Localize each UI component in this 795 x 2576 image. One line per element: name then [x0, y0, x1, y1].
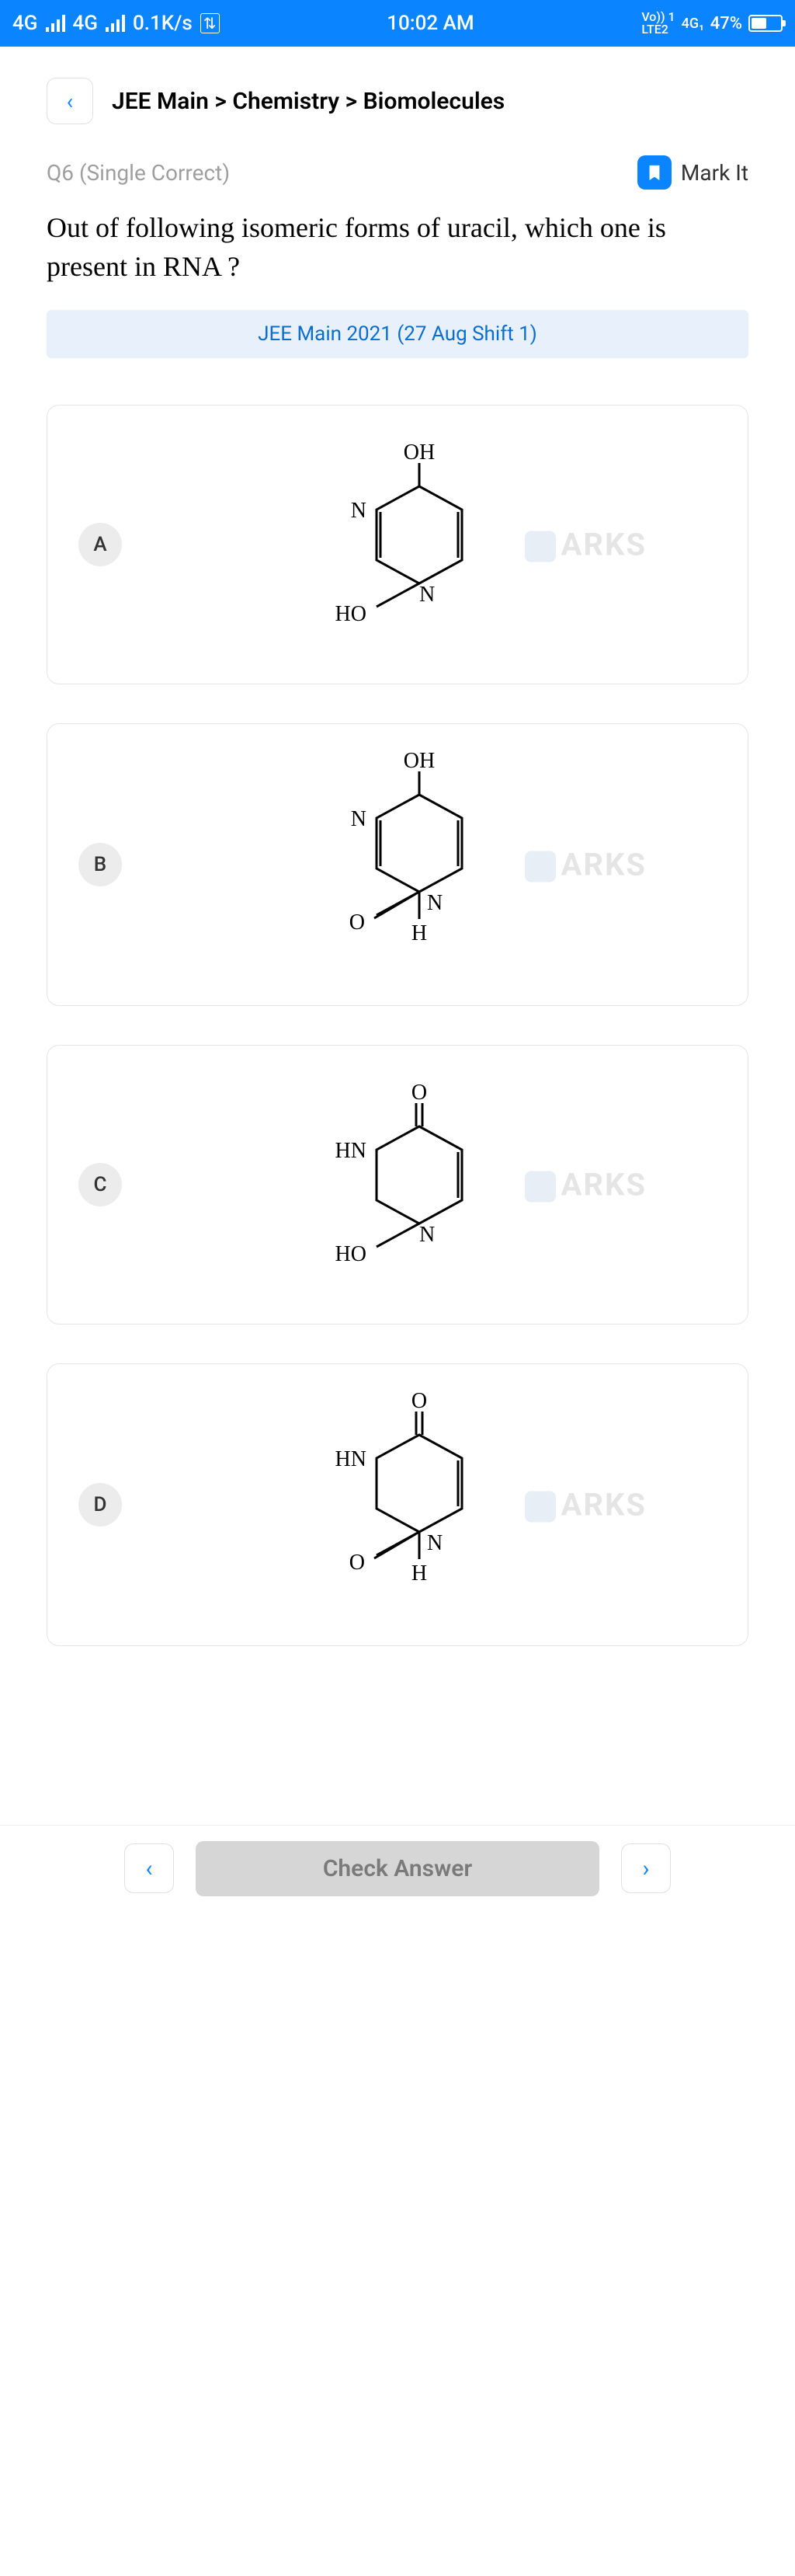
- label-n2: N: [427, 891, 443, 915]
- chevron-left-icon: ‹: [67, 89, 73, 114]
- header-row: ‹ JEE Main > Chemistry > Biomolecules: [47, 78, 748, 124]
- option-c[interactable]: C O HN N HO ARKS: [47, 1045, 748, 1325]
- back-button[interactable]: ‹: [47, 78, 93, 124]
- status-left: 4G 4G 0.1K/s ⇅: [12, 12, 220, 35]
- option-a[interactable]: A OH N N HO ARKS: [47, 405, 748, 684]
- status-bar: 4G 4G 0.1K/s ⇅ 10:02 AM Vo)) 1 LTE2 4G₁ …: [0, 0, 795, 47]
- chevron-left-icon: ‹: [145, 1855, 152, 1882]
- option-b[interactable]: B OH N N O H ARKS: [47, 723, 748, 1006]
- label-h: H: [411, 1561, 427, 1586]
- exam-source-tag: JEE Main 2021 (27 Aug Shift 1): [47, 310, 748, 358]
- lte-label: LTE2: [641, 23, 675, 36]
- structure-b: OH N N O H: [122, 752, 717, 977]
- label-ho: HO: [335, 602, 366, 626]
- label-oh: OH: [404, 752, 435, 773]
- label-n: N: [351, 499, 366, 523]
- data-speed: 0.1K/s: [133, 12, 193, 35]
- network-3: 4G₁: [682, 16, 704, 32]
- structure-c: O HN N HO: [122, 1084, 717, 1286]
- network-2: 4G: [73, 12, 99, 35]
- label-n: N: [351, 807, 366, 831]
- check-answer-button[interactable]: Check Answer: [196, 1841, 599, 1896]
- label-n2: N: [419, 1223, 435, 1247]
- structure-a: OH N N HO: [122, 444, 717, 646]
- battery-pct: 47%: [710, 14, 742, 33]
- network-1: 4G: [12, 12, 38, 35]
- next-button[interactable]: ›: [621, 1843, 671, 1893]
- signal-bars-1: [46, 15, 65, 32]
- mark-it-button[interactable]: Mark It: [637, 155, 748, 190]
- label-o: O: [411, 1392, 427, 1413]
- chevron-right-icon: ›: [642, 1855, 649, 1882]
- label-n2: N: [419, 583, 435, 607]
- breadcrumb[interactable]: JEE Main > Chemistry > Biomolecules: [112, 88, 505, 115]
- question-meta: Q6 (Single Correct) Mark It: [47, 155, 748, 190]
- structure-d: O HN N O H: [122, 1392, 717, 1617]
- question-number-label: Q6 (Single Correct): [47, 160, 230, 186]
- bottom-bar: ‹ Check Answer ›: [0, 1825, 795, 1927]
- option-letter-a: A: [78, 523, 122, 566]
- option-letter-c: C: [78, 1163, 122, 1206]
- label-n2: N: [427, 1531, 443, 1555]
- bookmark-icon: [637, 155, 672, 190]
- option-letter-d: D: [78, 1483, 122, 1526]
- mark-it-label: Mark It: [681, 160, 748, 186]
- battery-icon: [748, 15, 783, 32]
- status-time: 10:02 AM: [220, 12, 642, 35]
- label-o: O: [411, 1084, 427, 1105]
- option-letter-b: B: [78, 843, 122, 886]
- label-oh: OH: [404, 444, 435, 465]
- question-text: Out of following isomeric forms of uraci…: [47, 208, 748, 287]
- sync-icon: ⇅: [200, 13, 220, 33]
- label-o: O: [349, 910, 365, 935]
- label-hn: HN: [335, 1139, 366, 1163]
- status-right: Vo)) 1 LTE2 4G₁ 47%: [641, 11, 783, 36]
- signal-bars-2: [106, 15, 125, 32]
- label-ho: HO: [335, 1242, 366, 1266]
- option-d[interactable]: D O HN N O H ARKS: [47, 1363, 748, 1646]
- label-hn: HN: [335, 1447, 366, 1471]
- label-h: H: [411, 921, 427, 945]
- label-o2: O: [349, 1551, 365, 1575]
- prev-button[interactable]: ‹: [124, 1843, 174, 1893]
